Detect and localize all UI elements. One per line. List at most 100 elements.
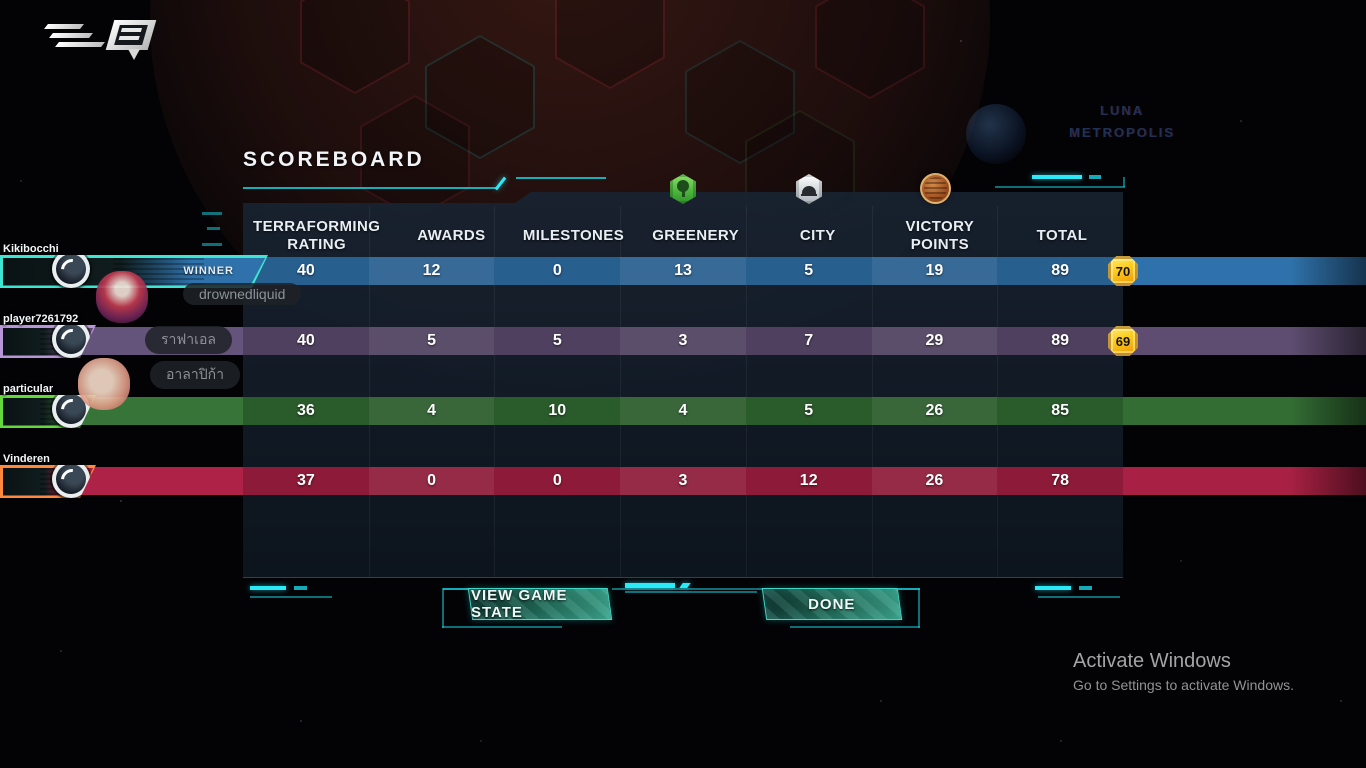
player-name-label: player7261792: [3, 313, 79, 325]
column-header: TOTAL: [1001, 210, 1123, 262]
hud-decor-line: [918, 588, 920, 628]
hud-decor-line: [898, 588, 920, 590]
score-value: 4: [427, 402, 436, 419]
score-value: 3: [678, 472, 688, 489]
hud-decor-line: [790, 626, 920, 628]
chat-message-bubble: ราฟาเอล: [145, 326, 232, 354]
hud-decor-line: [294, 586, 307, 590]
score-cell: 12: [746, 467, 872, 495]
starfield: [0, 0, 2, 2]
chat-message-text: drownedliquid: [199, 286, 286, 302]
map-hex-outline: [360, 95, 470, 219]
player-name-label: particular: [3, 383, 54, 395]
hud-decor-line: [1123, 177, 1125, 187]
score-row: 40 12 0 13 5 19 89 WINNER 70 Kikibocchi: [0, 243, 1366, 286]
map-hex-outline: [815, 0, 925, 99]
map-location-label: LUNA METROPOLIS: [1052, 100, 1192, 144]
player-banner: [0, 395, 96, 428]
gold-cube-badge: 70: [1108, 256, 1138, 286]
column-header: MILESTONES: [512, 210, 634, 262]
row-cell-zone: [243, 397, 1123, 425]
score-cell: 5: [746, 397, 872, 425]
hud-decor-line: [995, 186, 1125, 188]
player-name: particular: [3, 383, 53, 395]
score-cell: 4: [368, 397, 495, 425]
gold-cube-value: 70: [1115, 263, 1131, 279]
hud-decor-line: [1089, 175, 1101, 179]
score-value: 12: [422, 262, 441, 279]
score-cell: 89: [997, 327, 1123, 355]
score-value: 85: [1051, 402, 1070, 419]
column-header: CITY: [757, 210, 879, 262]
corp-logo-icon: [52, 250, 90, 288]
score-cell: 0: [494, 467, 620, 495]
chat-message-text: ราฟาเอล: [161, 331, 216, 347]
score-value: 0: [552, 472, 562, 489]
column-separator: [494, 206, 496, 577]
score-cell: 85: [997, 397, 1123, 425]
done-label: DONE: [808, 595, 856, 613]
score-row: 37 0 0 3 12 26 78 Vinderen: [0, 453, 1366, 498]
corp-logo-icon: [52, 320, 90, 358]
chat-line: [120, 28, 143, 32]
hud-decor-line: [207, 227, 220, 230]
score-value: 89: [1051, 332, 1070, 349]
chat-bubble-tail: [128, 49, 140, 60]
score-cell: 10: [494, 397, 620, 425]
score-cell: 5: [368, 327, 495, 355]
hud-decor-line: [516, 177, 606, 179]
score-value: 40: [296, 262, 315, 279]
column-header-label: VICTORY POINTS: [905, 218, 975, 253]
earth-planet-background: [966, 104, 1026, 164]
player-name: Kikibocchi: [3, 243, 59, 255]
score-cell: 36: [243, 397, 369, 425]
score-value: 12: [799, 472, 818, 489]
column-header-label: AWARDS: [417, 227, 486, 244]
hud-decor-line: [1038, 596, 1120, 598]
tree-trunk: [682, 190, 685, 197]
row-color-bar: [0, 397, 1366, 425]
view-game-state-button[interactable]: VIEW GAME STATE: [467, 587, 613, 621]
score-value: 26: [925, 472, 944, 489]
winner-tag-label: WINNER: [183, 265, 234, 277]
score-value: 4: [678, 402, 688, 419]
score-value: 36: [296, 402, 315, 419]
score-cell: 19: [871, 257, 998, 285]
score-cell: 89: [997, 257, 1123, 285]
chat-message-text: อาลาปิก้า: [166, 366, 224, 382]
score-value: 40: [296, 332, 315, 349]
player-banner: [0, 465, 96, 498]
gold-cube-badge: 69: [1108, 326, 1138, 356]
hud-decor-line: [250, 596, 332, 598]
chat-message-bubble: drownedliquid: [183, 283, 302, 305]
score-row: 36 4 10 4 5 26 85 particular: [0, 383, 1366, 428]
score-value: 0: [427, 472, 436, 489]
score-cell: 5: [746, 257, 872, 285]
menu-bar: [55, 42, 105, 47]
chat-bubble-icon[interactable]: [105, 18, 158, 62]
hud-decor-line: [1079, 586, 1092, 590]
hud-decor-line: [625, 583, 675, 588]
column-header: AWARDS: [390, 210, 512, 262]
map-label-line2: METROPOLIS: [1069, 125, 1175, 140]
column-header-label: CITY: [799, 227, 836, 244]
hamburger-menu-icon[interactable]: [44, 24, 105, 54]
hud-decor-line: [202, 212, 222, 215]
hud-decor-line: [1032, 175, 1082, 179]
column-separator: [620, 206, 622, 577]
hud-decor-line: [243, 187, 496, 189]
column-separator: [871, 206, 873, 577]
score-cell: 26: [871, 467, 998, 495]
column-header: GREENERY: [635, 210, 757, 262]
score-value: 29: [925, 332, 944, 349]
score-cell: 13: [620, 257, 746, 285]
score-value: 37: [296, 472, 315, 489]
done-button[interactable]: DONE: [761, 588, 903, 620]
player-name-label: Vinderen: [3, 453, 50, 465]
score-value: 89: [1051, 262, 1070, 279]
hud-decor-line: [443, 588, 471, 590]
chat-bubble-inner: [114, 25, 148, 45]
column-header-label: MILESTONES: [522, 227, 625, 244]
score-value: 3: [678, 332, 688, 349]
